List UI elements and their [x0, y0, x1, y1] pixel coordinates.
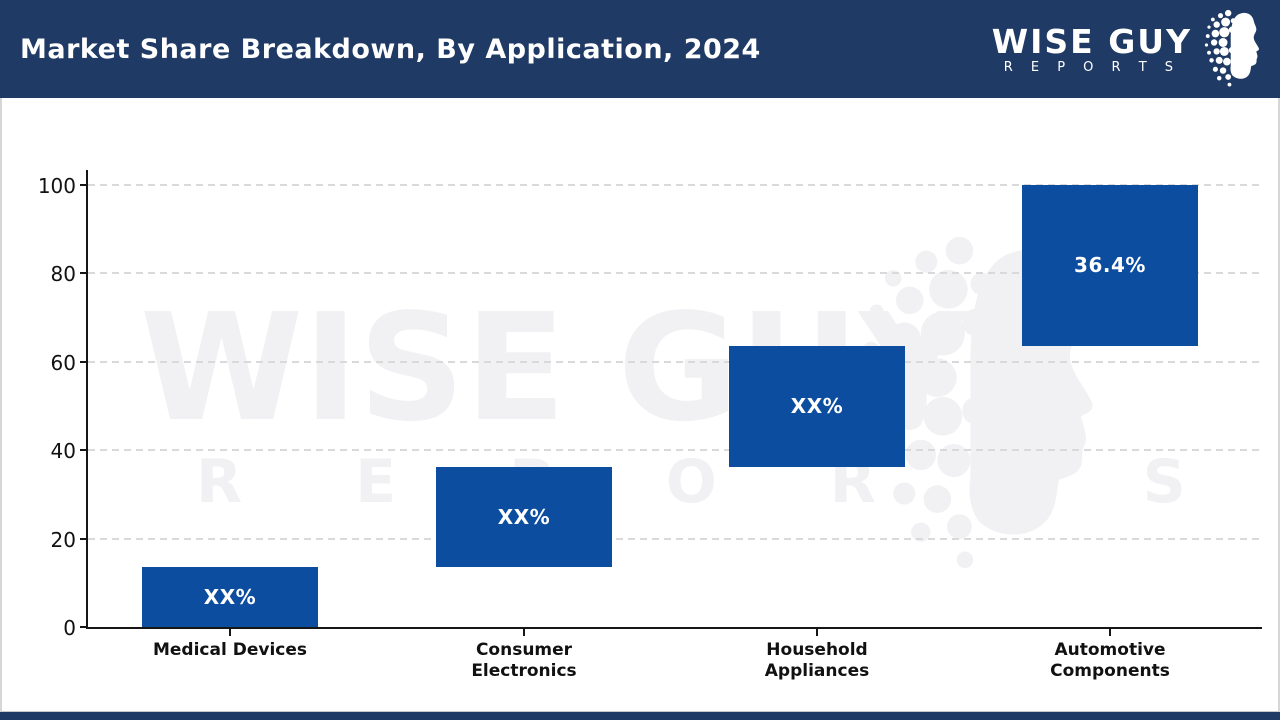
x-tick-mark — [229, 629, 231, 636]
gridline — [88, 184, 1262, 186]
x-tick-mark — [816, 629, 818, 636]
y-tick-label: 100 — [37, 174, 76, 198]
bar: XX% — [729, 345, 905, 467]
y-tick-label: 40 — [50, 439, 76, 464]
x-tick-label: Household Appliances — [764, 640, 870, 682]
x-tick-label: Automotive Components — [1050, 640, 1170, 682]
x-tick-mark — [1109, 629, 1111, 636]
logo-subtitle: R E P O R T S — [1003, 59, 1181, 75]
bar-value-label: 36.4% — [1074, 253, 1146, 278]
y-tick-label: 60 — [50, 350, 76, 375]
logo-text: WISE GUY R E P O R T S — [992, 25, 1192, 74]
y-tick-mark — [80, 537, 88, 540]
gridline — [88, 272, 1262, 275]
x-tick-mark — [523, 629, 525, 636]
header-bar: Market Share Breakdown, By Application, … — [0, 0, 1280, 98]
bar: XX% — [142, 566, 318, 627]
gridline — [88, 537, 1262, 540]
y-tick-mark — [80, 360, 88, 363]
y-tick-mark — [80, 449, 88, 452]
page-title: Market Share Breakdown, By Application, … — [20, 33, 761, 65]
y-tick-label: 80 — [50, 262, 76, 287]
gridline — [88, 449, 1262, 452]
y-tick-mark — [80, 272, 88, 275]
x-tick-label: Consumer Electronics — [471, 640, 577, 682]
dotted-face-profile-icon — [1204, 9, 1259, 87]
y-tick-mark — [80, 184, 88, 186]
footer-bar — [0, 712, 1280, 720]
bar: XX% — [436, 466, 612, 567]
y-axis-line — [86, 170, 88, 629]
wiseguy-logo: WISE GUY R E P O R T S — [992, 8, 1280, 91]
bar-value-label: XX% — [203, 584, 257, 609]
y-tick-label: 0 — [63, 616, 76, 640]
gridline — [88, 360, 1262, 363]
bar: 36.4% — [1022, 185, 1198, 346]
y-tick-mark — [80, 626, 88, 628]
bar-value-label: XX% — [497, 504, 551, 529]
x-tick-label: Medical Devices — [152, 640, 307, 660]
x-axis-line — [86, 627, 1262, 629]
bar-value-label: XX% — [790, 394, 844, 419]
logo-wordmark: WISE GUY — [991, 21, 1192, 61]
y-tick-label: 20 — [50, 527, 76, 552]
